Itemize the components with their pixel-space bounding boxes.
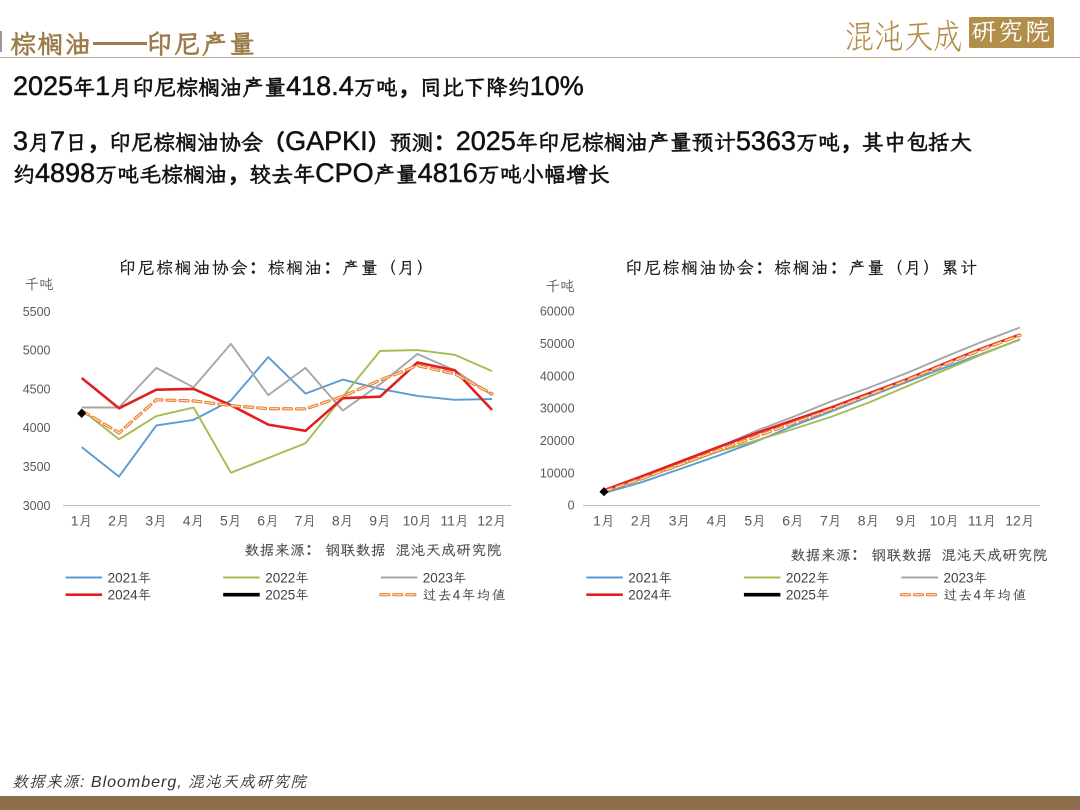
- svg-text:2022年: 2022年: [786, 570, 830, 585]
- svg-text:50000: 50000: [540, 337, 575, 351]
- svg-text:2021年: 2021年: [628, 570, 672, 585]
- svg-text:3000: 3000: [23, 499, 51, 513]
- svg-text:9月: 9月: [369, 513, 391, 529]
- svg-text:12月: 12月: [1005, 513, 1035, 529]
- svg-text:印尼棕榈油协会：棕榈油：产量（月）累计: 印尼棕榈油协会：棕榈油：产量（月）累计: [625, 254, 978, 279]
- svg-text:9月: 9月: [896, 513, 918, 529]
- svg-text:1月: 1月: [593, 513, 615, 529]
- svg-text:4月: 4月: [707, 513, 729, 529]
- svg-text:12月: 12月: [477, 513, 507, 529]
- svg-text:2025年: 2025年: [265, 588, 309, 603]
- svg-text:过去4年均值: 过去4年均值: [944, 588, 1028, 603]
- svg-text:4500: 4500: [23, 382, 51, 396]
- svg-text:11月: 11月: [440, 513, 469, 529]
- svg-text:5月: 5月: [744, 513, 766, 529]
- svg-text:2022年: 2022年: [265, 570, 309, 585]
- svg-text:4000: 4000: [23, 421, 51, 435]
- svg-text:千吨: 千吨: [25, 277, 54, 293]
- svg-text:7月: 7月: [820, 513, 842, 529]
- svg-text:3月: 3月: [669, 513, 691, 529]
- svg-text:2024年: 2024年: [108, 588, 152, 603]
- svg-text:30000: 30000: [540, 402, 575, 416]
- svg-text:7月: 7月: [295, 513, 317, 529]
- svg-text:8月: 8月: [332, 513, 354, 529]
- svg-text:2023年: 2023年: [423, 570, 467, 585]
- svg-text:2021年: 2021年: [108, 570, 152, 585]
- svg-text:1月: 1月: [71, 513, 93, 529]
- svg-text:0: 0: [568, 499, 575, 513]
- svg-text:2023年: 2023年: [944, 570, 988, 585]
- svg-text:10月: 10月: [930, 513, 960, 529]
- svg-text:11月: 11月: [968, 513, 997, 529]
- svg-text:过去4年均值: 过去4年均值: [423, 588, 507, 603]
- svg-text:6月: 6月: [257, 513, 279, 529]
- svg-text:千吨: 千吨: [546, 279, 575, 295]
- svg-text:2024年: 2024年: [628, 588, 672, 603]
- svg-text:8月: 8月: [858, 513, 880, 529]
- svg-text:2025年: 2025年: [786, 588, 830, 603]
- svg-text:3月: 3月: [145, 513, 167, 529]
- svg-text:60000: 60000: [540, 305, 575, 319]
- svg-text:5500: 5500: [23, 305, 51, 319]
- svg-text:20000: 20000: [540, 434, 575, 448]
- svg-text:2月: 2月: [108, 513, 130, 529]
- svg-text:2月: 2月: [631, 513, 653, 529]
- svg-text:10月: 10月: [403, 513, 433, 529]
- svg-text:数据来源： 钢联数据 混沌天成研究院: 数据来源： 钢联数据 混沌天成研究院: [245, 539, 502, 560]
- svg-text:3500: 3500: [23, 460, 51, 474]
- svg-text:5月: 5月: [220, 513, 242, 529]
- svg-text:5000: 5000: [23, 344, 51, 358]
- svg-text:10000: 10000: [540, 466, 575, 480]
- svg-text:6月: 6月: [782, 513, 804, 529]
- svg-text:4月: 4月: [183, 513, 205, 529]
- svg-text:40000: 40000: [540, 369, 575, 383]
- svg-text:数据来源： 钢联数据 混沌天成研究院: 数据来源： 钢联数据 混沌天成研究院: [791, 544, 1048, 565]
- svg-text:印尼棕榈油协会：棕榈油：产量（月）: 印尼棕榈油协会：棕榈油：产量（月）: [119, 254, 435, 279]
